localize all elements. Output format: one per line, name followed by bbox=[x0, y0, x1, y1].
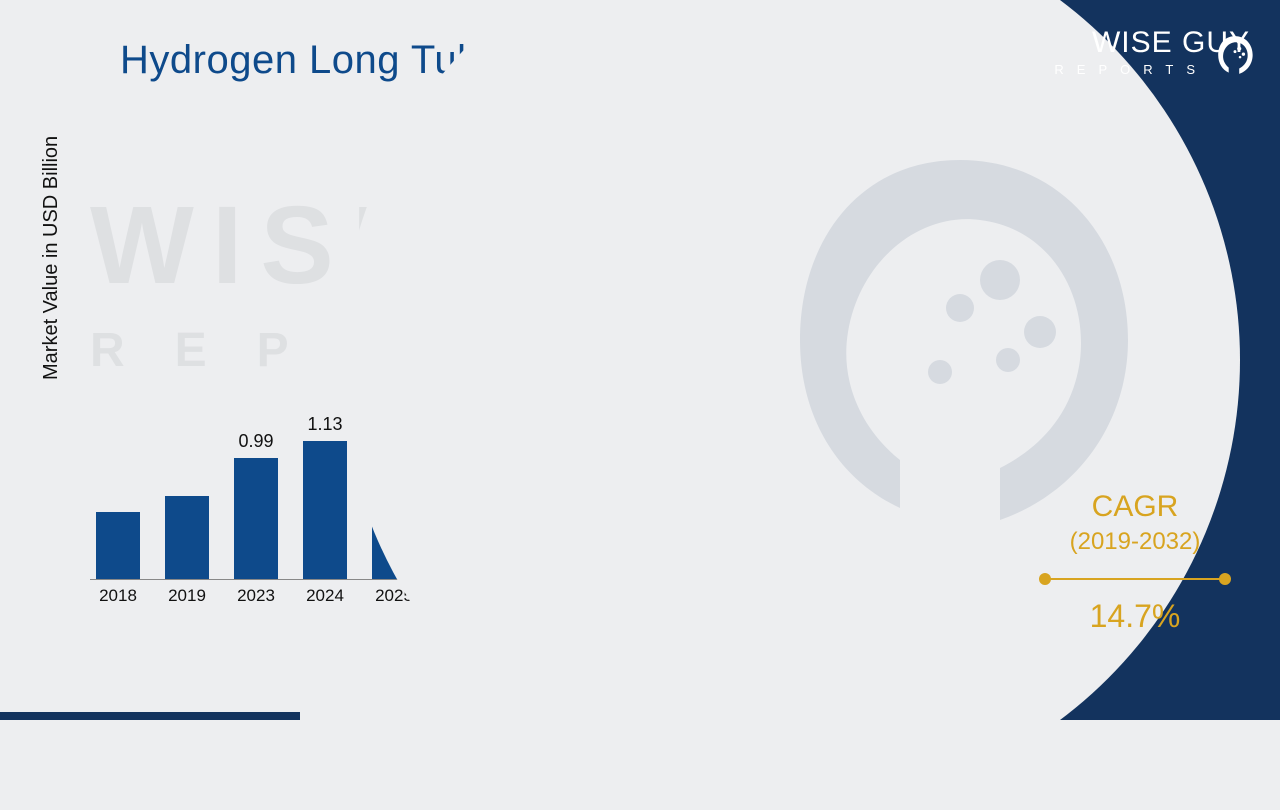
brand-logo: WISE GUY REPORTS bbox=[1000, 26, 1250, 77]
cagr-divider bbox=[1045, 578, 1225, 580]
bottom-accent-bar bbox=[0, 712, 300, 720]
logo-text-sub: REPORTS bbox=[1000, 62, 1208, 77]
right-panel: WISE GUY REPORTS CAGR (2019-2032) 14.7% bbox=[980, 0, 1280, 720]
y-axis-label: Market Value in USD Billion bbox=[40, 136, 63, 380]
bar-value-label: 0.99 bbox=[221, 431, 291, 452]
head-icon bbox=[1214, 30, 1256, 80]
cagr-block: CAGR (2019-2032) 14.7% bbox=[1020, 490, 1250, 635]
cagr-range: (2019-2032) bbox=[1020, 528, 1250, 556]
x-tick-label: 2019 bbox=[152, 586, 222, 606]
bar bbox=[165, 496, 209, 579]
x-tick-label: 2023 bbox=[221, 586, 291, 606]
cagr-value: 14.7% bbox=[1020, 598, 1250, 635]
bar bbox=[96, 512, 140, 579]
x-tick-label: 2024 bbox=[290, 586, 360, 606]
cagr-label: CAGR bbox=[1020, 490, 1250, 524]
x-tick-label: 2018 bbox=[83, 586, 153, 606]
bar bbox=[234, 458, 278, 579]
bar bbox=[303, 441, 347, 579]
logo-text-main: WISE GUY bbox=[1000, 26, 1250, 60]
